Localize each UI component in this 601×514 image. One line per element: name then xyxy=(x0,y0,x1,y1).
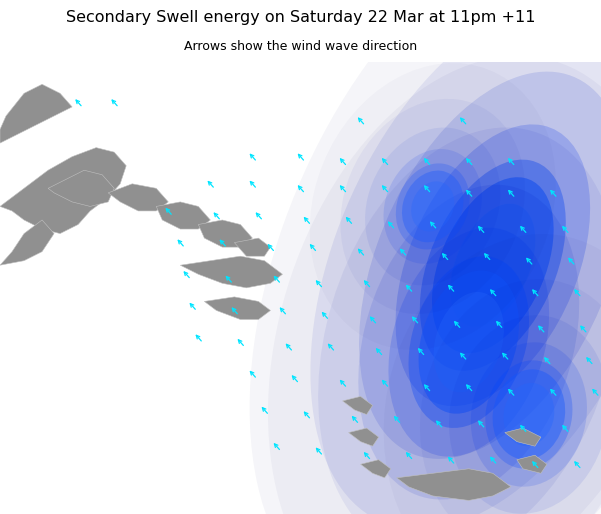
Ellipse shape xyxy=(432,177,554,353)
Polygon shape xyxy=(505,428,541,446)
Polygon shape xyxy=(397,469,511,501)
Polygon shape xyxy=(361,460,391,478)
Polygon shape xyxy=(198,220,252,247)
Text: Arrows show the wind wave direction: Arrows show the wind wave direction xyxy=(184,40,417,53)
Ellipse shape xyxy=(358,185,579,500)
Polygon shape xyxy=(108,184,168,211)
Ellipse shape xyxy=(449,315,601,514)
Polygon shape xyxy=(156,202,210,229)
Ellipse shape xyxy=(434,292,504,392)
Ellipse shape xyxy=(504,383,554,446)
Ellipse shape xyxy=(420,160,566,371)
Ellipse shape xyxy=(402,171,463,242)
Ellipse shape xyxy=(388,228,549,456)
Ellipse shape xyxy=(411,181,454,231)
Ellipse shape xyxy=(493,370,565,460)
Polygon shape xyxy=(0,220,54,265)
Ellipse shape xyxy=(359,71,601,459)
Ellipse shape xyxy=(365,127,501,285)
Ellipse shape xyxy=(318,127,601,514)
Text: Secondary Swell energy on Saturday 22 Mar at 11pm +11: Secondary Swell energy on Saturday 22 Ma… xyxy=(66,10,535,25)
Ellipse shape xyxy=(418,270,519,414)
Polygon shape xyxy=(0,148,126,233)
Polygon shape xyxy=(204,297,270,320)
Polygon shape xyxy=(0,84,72,143)
Polygon shape xyxy=(343,396,373,414)
Ellipse shape xyxy=(396,163,469,249)
Polygon shape xyxy=(48,170,114,207)
Polygon shape xyxy=(234,238,270,256)
Polygon shape xyxy=(517,455,547,473)
Ellipse shape xyxy=(471,342,587,487)
Polygon shape xyxy=(180,256,282,288)
Polygon shape xyxy=(349,428,379,446)
Ellipse shape xyxy=(409,256,529,428)
Ellipse shape xyxy=(310,1,601,514)
Ellipse shape xyxy=(395,124,590,406)
Ellipse shape xyxy=(450,204,535,327)
Ellipse shape xyxy=(486,360,572,469)
Ellipse shape xyxy=(383,149,482,264)
